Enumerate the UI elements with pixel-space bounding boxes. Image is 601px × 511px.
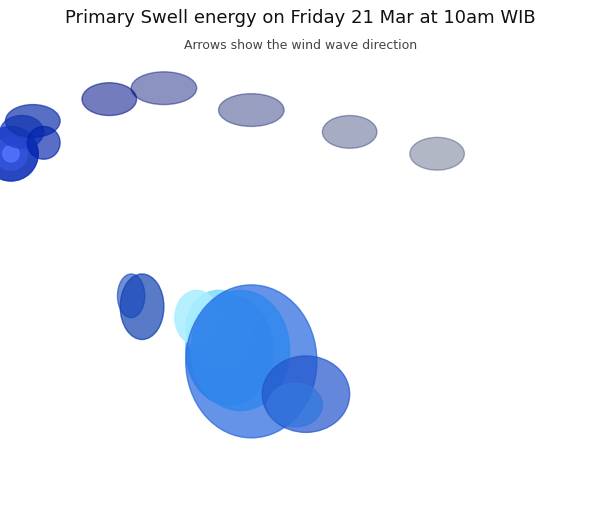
Ellipse shape — [219, 94, 284, 126]
Ellipse shape — [322, 115, 377, 148]
Ellipse shape — [27, 126, 60, 159]
Ellipse shape — [131, 72, 197, 105]
Ellipse shape — [191, 290, 290, 410]
Ellipse shape — [186, 290, 251, 367]
Text: Arrows show the wind wave direction: Arrows show the wind wave direction — [184, 39, 417, 52]
Ellipse shape — [410, 137, 465, 170]
Ellipse shape — [117, 274, 145, 318]
Text: Primary Swell energy on Friday 21 Mar at 10am WIB: Primary Swell energy on Friday 21 Mar at… — [65, 9, 536, 27]
Ellipse shape — [120, 274, 164, 339]
Ellipse shape — [0, 115, 44, 148]
Ellipse shape — [82, 83, 136, 115]
Ellipse shape — [175, 290, 219, 345]
Ellipse shape — [262, 356, 350, 432]
Ellipse shape — [3, 146, 19, 162]
Ellipse shape — [267, 383, 322, 427]
Ellipse shape — [5, 105, 60, 137]
Ellipse shape — [186, 285, 317, 438]
Ellipse shape — [186, 296, 273, 405]
Ellipse shape — [0, 126, 38, 181]
Ellipse shape — [0, 137, 27, 170]
